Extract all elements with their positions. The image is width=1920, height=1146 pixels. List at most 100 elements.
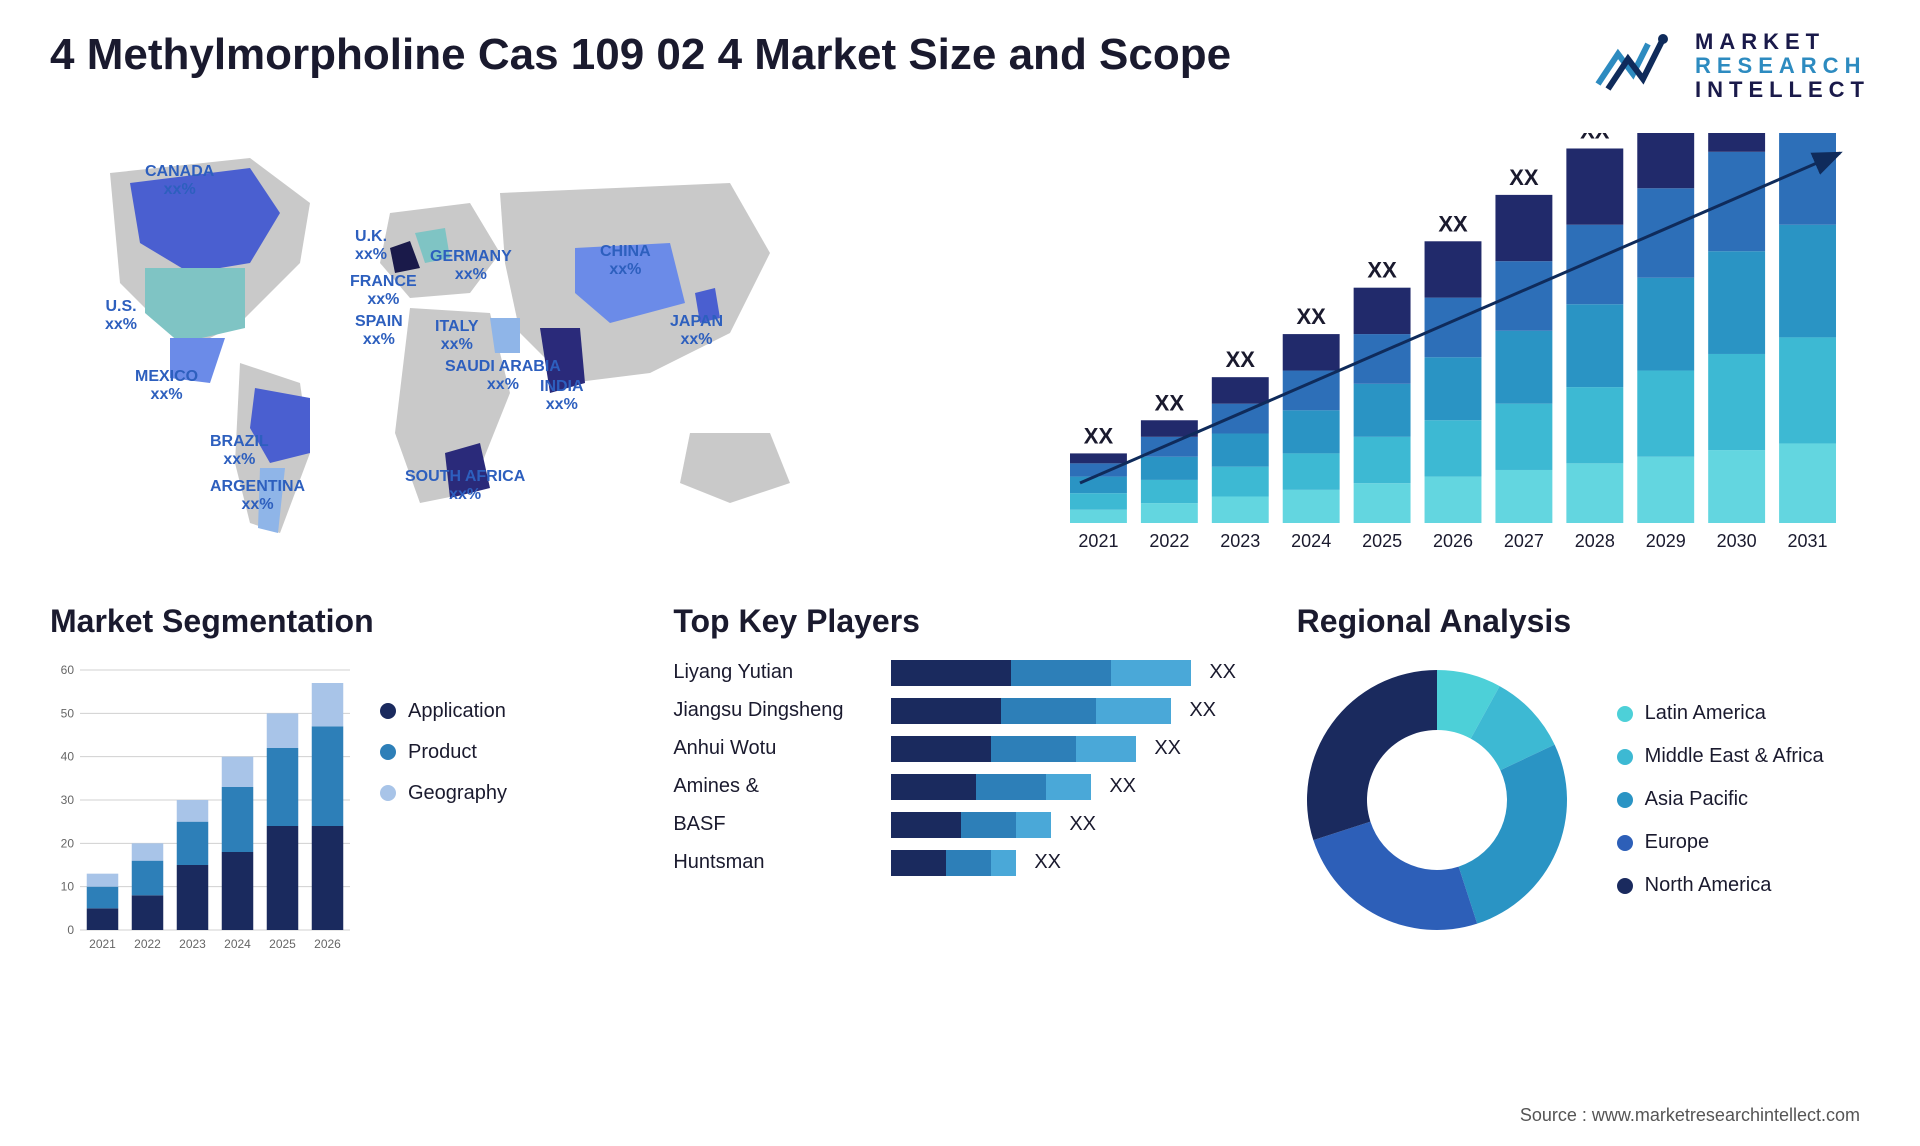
main-bar-seg [1779, 224, 1836, 337]
map-label-japan: JAPANxx% [670, 313, 723, 350]
main-bar-seg [1495, 470, 1552, 523]
main-bar-seg [1708, 133, 1765, 152]
main-bar-year: 2028 [1575, 531, 1615, 551]
player-row: BASFXX [673, 812, 1246, 838]
main-bar-year: 2026 [1433, 531, 1473, 551]
legend-dot [1617, 749, 1633, 765]
seg-bar-seg [132, 860, 164, 895]
main-bar-seg [1708, 151, 1765, 250]
main-bar-seg [1425, 297, 1482, 357]
main-bar-seg [1637, 133, 1694, 188]
legend-dot [1617, 835, 1633, 851]
seg-bar-seg [177, 800, 209, 822]
main-bar-seg [1070, 509, 1127, 522]
player-bar [891, 660, 1191, 686]
player-row: Jiangsu DingshengXX [673, 698, 1246, 724]
main-bar-seg [1708, 251, 1765, 354]
player-name: Huntsman [673, 851, 873, 874]
page-title: 4 Methylmorpholine Cas 109 02 4 Market S… [50, 30, 1231, 80]
main-bar-seg [1070, 453, 1127, 463]
logo-mark-icon [1593, 34, 1683, 99]
main-bar-value: XX [1155, 390, 1185, 415]
main-bar-seg [1425, 241, 1482, 297]
main-bar-seg [1354, 436, 1411, 482]
player-bar-seg [891, 698, 1001, 724]
main-bar-seg [1779, 337, 1836, 443]
seg-xtick: 2026 [314, 937, 341, 951]
main-bar-seg [1637, 370, 1694, 456]
seg-ytick: 50 [61, 706, 75, 720]
player-bar-seg [891, 812, 961, 838]
main-bar-value: XX [1367, 257, 1397, 282]
map-label-france: FRANCExx% [350, 273, 417, 310]
main-bar-year: 2024 [1291, 531, 1331, 551]
main-bar-seg [1141, 479, 1198, 502]
player-row: Liyang YutianXX [673, 660, 1246, 686]
seg-xtick: 2024 [224, 937, 251, 951]
player-bar [891, 736, 1136, 762]
segmentation-legend: ApplicationProductGeography [380, 660, 507, 960]
logo-line2: RESEARCH [1695, 54, 1870, 78]
player-row: Anhui Wotu XX [673, 736, 1246, 762]
main-bar-year: 2030 [1717, 531, 1757, 551]
main-bar-seg [1566, 463, 1623, 523]
main-bar-seg [1354, 383, 1411, 436]
regional-title: Regional Analysis [1297, 603, 1870, 640]
player-name: Amines & [673, 775, 873, 798]
legend-label: Application [408, 700, 506, 723]
seg-xtick: 2025 [269, 937, 296, 951]
player-name: Anhui Wotu [673, 737, 873, 760]
main-bar-seg [1212, 433, 1269, 466]
logo-line3: INTELLECT [1695, 78, 1870, 102]
legend-label: Latin America [1645, 702, 1766, 725]
players-panel: Top Key Players Liyang YutianXXJiangsu D… [673, 603, 1246, 960]
map-label-spain: SPAINxx% [355, 313, 403, 350]
legend-dot [1617, 792, 1633, 808]
main-bar-seg [1212, 496, 1269, 523]
legend-label: North America [1645, 874, 1772, 897]
main-bar-value: XX [1438, 211, 1468, 236]
seg-bar-seg [87, 873, 119, 886]
player-bar [891, 774, 1091, 800]
seg-xtick: 2022 [134, 937, 161, 951]
main-bar-seg [1495, 261, 1552, 331]
main-bar-value: XX [1226, 347, 1256, 372]
player-bar-seg [891, 774, 976, 800]
main-bar-seg [1566, 148, 1623, 224]
player-name: Jiangsu Dingsheng [673, 699, 873, 722]
player-bar-seg [891, 736, 991, 762]
main-bar-chart: XX2021XX2022XX2023XX2024XX2025XX2026XX20… [1050, 133, 1870, 563]
player-value: XX [1034, 851, 1061, 874]
logo-text: MARKET RESEARCH INTELLECT [1695, 30, 1870, 103]
legend-dot [1617, 878, 1633, 894]
seg-bar-seg [267, 826, 299, 930]
main-bar-year: 2022 [1149, 531, 1189, 551]
main-bar-seg [1708, 450, 1765, 523]
regional-legend-item: Europe [1617, 831, 1824, 854]
main-bar-year: 2029 [1646, 531, 1686, 551]
seg-ytick: 60 [61, 663, 75, 677]
player-bar-seg [1001, 698, 1096, 724]
main-bar-value: XX [1084, 423, 1114, 448]
player-bar-seg [1016, 812, 1051, 838]
player-bar-seg [991, 850, 1016, 876]
seg-ytick: 10 [61, 879, 75, 893]
map-label-u-k-: U.K.xx% [355, 228, 387, 265]
segmentation-chart: 0102030405060202120222023202420252026 [50, 660, 350, 960]
legend-dot [380, 785, 396, 801]
main-bar-seg [1637, 456, 1694, 522]
legend-label: Asia Pacific [1645, 788, 1748, 811]
player-row: Huntsman XX [673, 850, 1246, 876]
donut-slice [1458, 744, 1566, 923]
player-bar-seg [946, 850, 991, 876]
player-value: XX [1154, 737, 1181, 760]
player-bar-seg [1076, 736, 1136, 762]
player-name: BASF [673, 813, 873, 836]
main-bar-seg [1354, 287, 1411, 333]
main-bar-year: 2027 [1504, 531, 1544, 551]
main-bar-seg [1283, 453, 1340, 489]
map-label-brazil: BRAZILxx% [210, 433, 269, 470]
main-bar-seg [1212, 403, 1269, 433]
logo-line1: MARKET [1695, 30, 1870, 54]
main-bar-year: 2031 [1788, 531, 1828, 551]
